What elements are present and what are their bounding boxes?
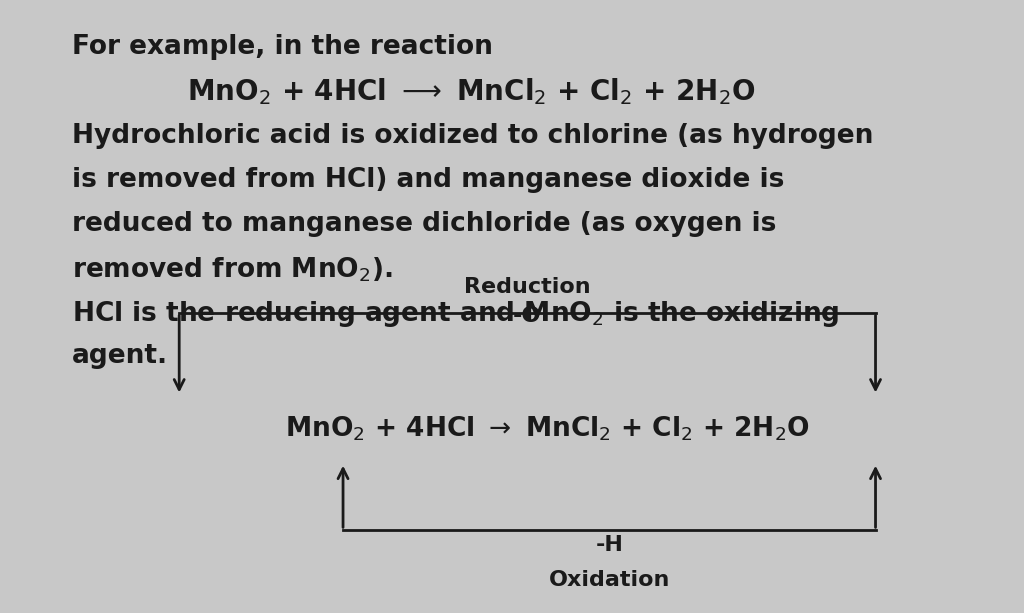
Text: removed from MnO$_2$).: removed from MnO$_2$). — [72, 255, 392, 283]
Text: Reduction: Reduction — [464, 277, 591, 297]
Text: is removed from HCl) and manganese dioxide is: is removed from HCl) and manganese dioxi… — [72, 167, 784, 192]
Text: -H: -H — [595, 535, 624, 555]
Text: Oxidation: Oxidation — [549, 570, 670, 590]
Text: HCl is the reducing agent and MnO$_2$ is the oxidizing: HCl is the reducing agent and MnO$_2$ is… — [72, 299, 840, 329]
Text: For example, in the reaction: For example, in the reaction — [72, 34, 493, 59]
Text: MnO$_2$ + 4HCl $\longrightarrow$ MnCl$_2$ + Cl$_2$ + 2H$_2$O: MnO$_2$ + 4HCl $\longrightarrow$ MnCl$_2… — [186, 77, 756, 107]
Text: agent.: agent. — [72, 343, 168, 369]
Text: MnO$_2$ + 4HCl $\rightarrow$ MnCl$_2$ + Cl$_2$ + 2H$_2$O: MnO$_2$ + 4HCl $\rightarrow$ MnCl$_2$ + … — [286, 415, 810, 443]
Text: Hydrochloric acid is oxidized to chlorine (as hydrogen: Hydrochloric acid is oxidized to chlorin… — [72, 123, 873, 148]
Text: -O: -O — [513, 306, 542, 327]
Text: reduced to manganese dichloride (as oxygen is: reduced to manganese dichloride (as oxyg… — [72, 211, 776, 237]
